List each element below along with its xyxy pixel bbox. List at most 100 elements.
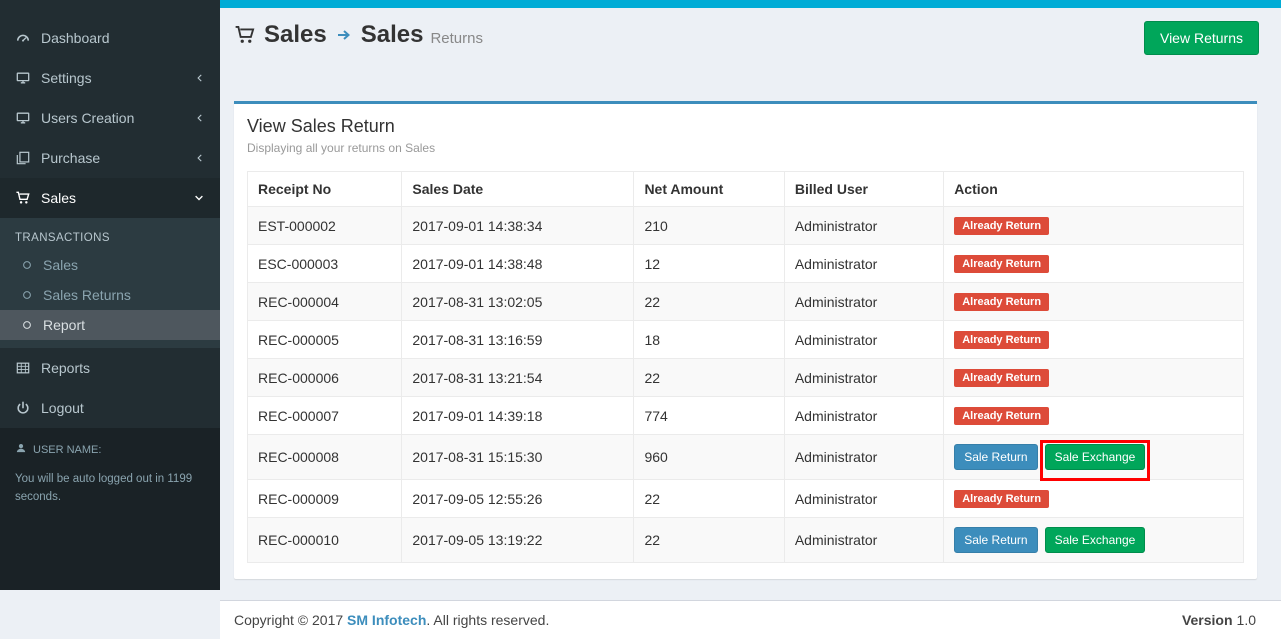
sidebar-item-label: Logout (41, 400, 84, 416)
billed-user-cell: Administrator (783, 358, 945, 397)
panel-title: View Sales Return (247, 116, 395, 136)
arrow-right-icon (336, 27, 352, 43)
billed-user-cell: Administrator (783, 320, 945, 359)
sale-return-button[interactable]: Sale Return (954, 444, 1038, 470)
sales-date-cell: 2017-09-05 13:19:22 (401, 517, 635, 563)
net-amount-cell: 18 (633, 320, 785, 359)
action-cell: Already Return (943, 320, 1244, 359)
receipt-no-cell: REC-000005 (246, 320, 403, 359)
sales-return-table: Receipt No Sales Date Net Amount Billed … (246, 171, 1244, 563)
sales-date-cell: 2017-09-01 14:38:48 (401, 244, 635, 283)
action-cell: Already Return (943, 358, 1244, 397)
column-header-receipt-no: Receipt No (246, 171, 403, 207)
billed-user-cell: Administrator (783, 434, 945, 480)
net-amount-cell: 12 (633, 244, 785, 283)
column-header-action: Action (943, 171, 1244, 207)
copyright-prefix: Copyright © 2017 (234, 612, 344, 628)
sidebar-item-users-creation[interactable]: Users Creation (0, 98, 220, 138)
sale-exchange-button[interactable]: Sale Exchange (1044, 527, 1146, 553)
net-amount-cell: 960 (633, 434, 785, 480)
circle-icon (20, 319, 34, 331)
main-area: Sales Sales Returns View Returns View Sa… (220, 0, 1281, 639)
sidebar-user-block: USER NAME: You will be auto logged out i… (0, 428, 220, 590)
action-cell: Already Return (943, 282, 1244, 321)
net-amount-cell: 210 (633, 206, 785, 245)
receipt-no-cell: REC-000007 (246, 396, 403, 435)
action-cell: Already Return (943, 396, 1244, 435)
auto-logout-notice: You will be auto logged out in 1199 seco… (15, 473, 193, 503)
annotation-highlight-box: Sale Exchange (1039, 440, 1151, 481)
receipt-no-cell: ESC-000003 (246, 244, 403, 283)
sidebar-subitem-label: Report (43, 317, 86, 333)
sidebar-item-purchase[interactable]: Purchase (0, 138, 220, 178)
sidebar-subitem-label: Sales Returns (43, 287, 131, 303)
sidebar: Dashboard Settings Users Creation (0, 0, 220, 590)
action-cell: Already Return (943, 479, 1244, 518)
table-row: REC-000010 2017-09-05 13:19:22 22 Administr… (246, 517, 1244, 563)
action-cell: Sale Return Sale Exchange (943, 434, 1244, 481)
view-returns-button[interactable]: View Returns (1143, 21, 1259, 55)
table-row: ESC-000003 2017-09-01 14:38:48 12 Administr… (246, 244, 1244, 283)
sidebar-subitem-sales[interactable]: Sales (0, 250, 220, 280)
sidebar-subitem-report[interactable]: Report (0, 310, 220, 340)
sidebar-item-logout[interactable]: Logout (0, 388, 220, 428)
chevron-left-icon (195, 72, 205, 84)
sidebar-item-reports[interactable]: Reports (0, 348, 220, 388)
sales-date-cell: 2017-09-05 12:55:26 (401, 479, 635, 518)
version-value: 1.0 (1236, 612, 1256, 628)
table-row: EST-000002 2017-09-01 14:38:34 210 Administ… (246, 206, 1244, 245)
sidebar-subitem-sales-returns[interactable]: Sales Returns (0, 280, 220, 310)
already-return-badge: Already Return (954, 217, 1050, 235)
sidebar-item-label: Users Creation (41, 110, 135, 126)
sales-date-cell: 2017-08-31 13:16:59 (401, 320, 635, 359)
sidebar-item-dashboard[interactable]: Dashboard (0, 18, 220, 58)
sales-submenu: TRANSACTIONS Sales Sales Returns (0, 218, 220, 348)
chevron-left-icon (195, 152, 205, 164)
footer: Copyright © 2017 SM Infotech. All rights… (220, 600, 1281, 639)
billed-user-cell: Administrator (783, 517, 945, 563)
already-return-badge: Already Return (954, 369, 1050, 387)
action-cell: Already Return (943, 244, 1244, 283)
panel-subtitle: Displaying all your returns on Sales (247, 141, 436, 155)
net-amount-cell: 22 (633, 358, 785, 397)
sale-return-button[interactable]: Sale Return (954, 527, 1038, 553)
sidebar-menu: Dashboard Settings Users Creation (0, 0, 220, 428)
table-row: REC-000005 2017-08-31 13:16:59 18 Administr… (246, 320, 1244, 359)
copyright-suffix: . All rights reserved. (426, 612, 550, 628)
table-header-row: Receipt No Sales Date Net Amount Billed … (246, 171, 1244, 207)
breadcrumb: Sales Sales Returns (235, 21, 483, 49)
table-icon (15, 361, 31, 375)
sales-date-cell: 2017-09-01 14:39:18 (401, 396, 635, 435)
billed-user-cell: Administrator (783, 282, 945, 321)
sidebar-item-label: Purchase (41, 150, 101, 166)
sales-date-cell: 2017-09-01 14:38:34 (401, 206, 635, 245)
already-return-badge: Already Return (954, 293, 1050, 311)
sales-date-cell: 2017-08-31 13:02:05 (401, 282, 635, 321)
receipt-no-cell: REC-000008 (246, 434, 403, 480)
receipt-no-cell: REC-000004 (246, 282, 403, 321)
brand-link[interactable]: SM Infotech (347, 612, 427, 628)
sidebar-item-label: Settings (41, 70, 92, 86)
already-return-badge: Already Return (954, 255, 1050, 273)
already-return-badge: Already Return (954, 407, 1050, 425)
sidebar-subitem-label: Sales (43, 257, 79, 273)
user-name-label: USER NAME: (33, 443, 102, 456)
action-cell: Sale Return Sale Exchange (943, 517, 1244, 563)
sidebar-item-sales[interactable]: Sales (0, 178, 220, 218)
sales-date-cell: 2017-08-31 13:21:54 (401, 358, 635, 397)
sale-exchange-button[interactable]: Sale Exchange (1044, 444, 1146, 470)
submenu-section-label: TRANSACTIONS (15, 232, 110, 244)
sidebar-item-settings[interactable]: Settings (0, 58, 220, 98)
breadcrumb-primary: Sales (264, 21, 327, 48)
table-row: REC-000006 2017-08-31 13:21:54 22 Administr… (246, 358, 1244, 397)
billed-user-cell: Administrator (783, 396, 945, 435)
circle-icon (20, 259, 34, 271)
breadcrumb-secondary: Sales (360, 21, 424, 48)
net-amount-cell: 774 (633, 396, 785, 435)
desktop-icon (15, 71, 31, 85)
net-amount-cell: 22 (633, 517, 785, 563)
copy-icon (15, 151, 31, 165)
cart-icon (15, 191, 31, 205)
cart-icon (235, 25, 255, 45)
